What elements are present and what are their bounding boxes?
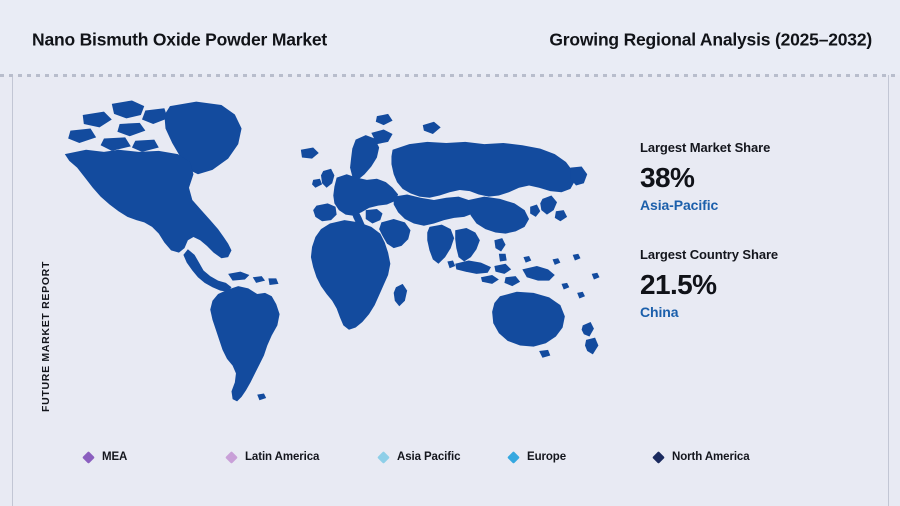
- stat-block-market-share: Largest Market Share 38% Asia-Pacific: [640, 140, 885, 213]
- stat-value: 38%: [640, 162, 695, 193]
- diamond-marker: [652, 450, 665, 464]
- header-subtitle: Growing Regional Analysis (2025–2032): [549, 29, 872, 50]
- world-map-svg: [64, 100, 600, 402]
- stats-panel: Largest Market Share 38% Asia-Pacific La…: [640, 140, 885, 320]
- header-band: Nano Bismuth Oxide Powder Market Growing…: [0, 0, 900, 75]
- diamond-marker: [507, 450, 520, 464]
- stat-region: Asia-Pacific: [640, 197, 719, 214]
- diamond-marker: [225, 450, 238, 464]
- frame-right-border: [888, 0, 889, 506]
- frame-left-border: [12, 0, 13, 506]
- legend-label: MEA: [102, 451, 128, 463]
- legend-label: Europe: [527, 451, 567, 463]
- page-title: Nano Bismuth Oxide Powder Market: [32, 29, 328, 50]
- stat-label: Largest Market Share: [640, 140, 771, 155]
- legend-item-latin-america: Latin America: [225, 448, 320, 466]
- stat-block-country-share: Largest Country Share 21.5% China: [640, 247, 885, 320]
- stat-label: Largest Country Share: [640, 247, 779, 263]
- legend-item-europe: Europe: [507, 448, 567, 466]
- diamond-marker: [82, 450, 95, 464]
- map-landmasses: [64, 100, 600, 402]
- diamond-marker: [377, 450, 390, 464]
- world-map: [60, 96, 620, 426]
- stat-value: 21.5%: [640, 269, 717, 301]
- legend-item-north-america: North America: [652, 448, 750, 466]
- legend: MEA Latin America Asia Pacific Europe No…: [82, 448, 784, 466]
- legend-item-asia-pacific: Asia Pacific: [377, 448, 461, 466]
- header-divider: [0, 74, 900, 77]
- legend-label: Latin America: [245, 451, 320, 463]
- brand-side-label: FUTURE MARKET REPORT: [40, 260, 52, 412]
- legend-item-mea: MEA: [82, 448, 128, 466]
- legend-label: Asia Pacific: [397, 451, 461, 463]
- legend-label: North America: [672, 451, 750, 463]
- stat-region: China: [640, 304, 679, 321]
